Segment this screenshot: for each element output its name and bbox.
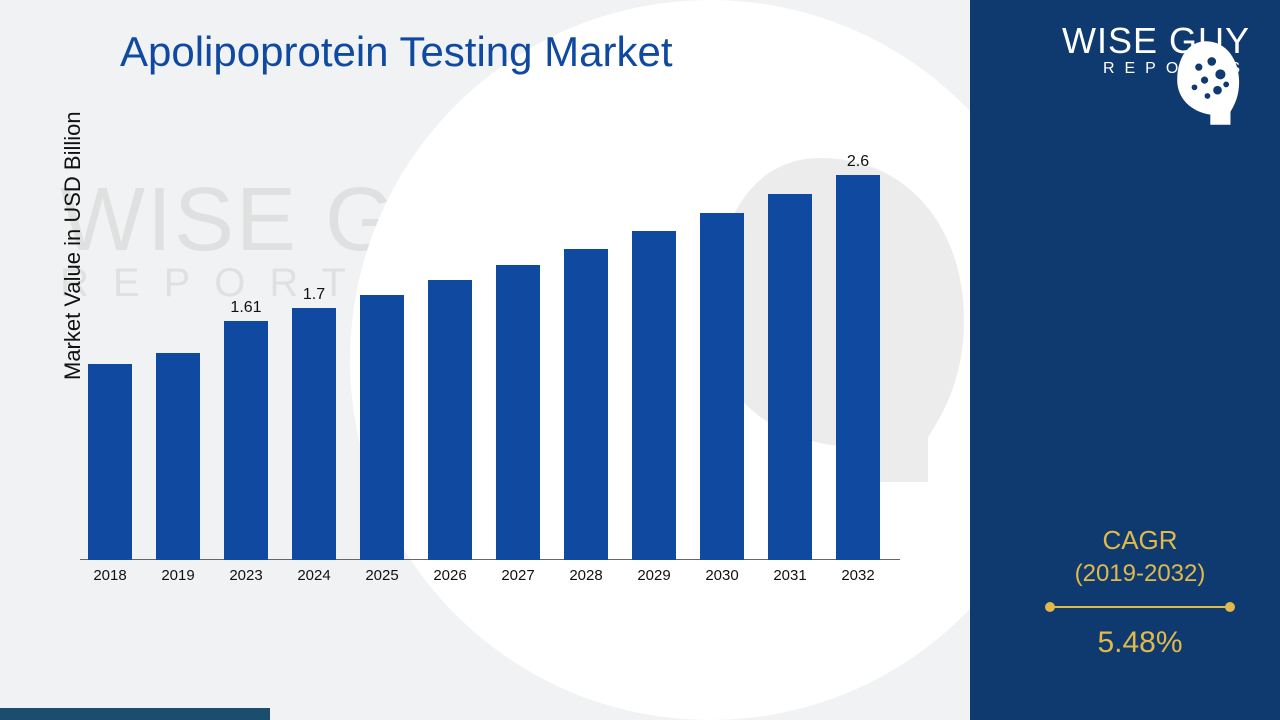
x-tick-label: 2027 [488, 567, 548, 584]
cagr-box: CAGR (2019-2032) 5.48% [1000, 525, 1280, 660]
bar [700, 213, 744, 560]
x-tick-label: 2031 [760, 567, 820, 584]
bar [224, 321, 268, 560]
cagr-label: CAGR [1000, 525, 1280, 556]
x-tick-label: 2028 [556, 567, 616, 584]
x-tick-label: 2026 [420, 567, 480, 584]
bar-chart: 2018201920231.6120241.720252026202720282… [80, 160, 900, 580]
bar [428, 280, 472, 560]
x-tick-label: 2023 [216, 567, 276, 584]
bar [156, 353, 200, 560]
x-tick-label: 2025 [352, 567, 412, 584]
bar [292, 308, 336, 560]
x-tick-label: 2024 [284, 567, 344, 584]
bar [836, 175, 880, 560]
bar [88, 364, 132, 560]
bar [496, 265, 540, 560]
x-tick-label: 2018 [80, 567, 140, 584]
infographic-stage: WISE GUY REPORTS Apolipoprotein Testing … [0, 0, 1280, 720]
bar [360, 295, 404, 560]
x-tick-label: 2032 [828, 567, 888, 584]
bar-value-label: 2.6 [828, 153, 888, 171]
bar [768, 194, 812, 560]
brand-head-icon [1170, 38, 1242, 128]
cagr-value: 5.48% [1000, 626, 1280, 660]
cagr-range: (2019-2032) [1000, 560, 1280, 588]
bar [632, 231, 676, 560]
x-tick-label: 2030 [692, 567, 752, 584]
bar-value-label: 1.7 [284, 286, 344, 304]
bar [564, 249, 608, 560]
bar-value-label: 1.61 [216, 299, 276, 317]
chart-title: Apolipoprotein Testing Market [120, 28, 673, 76]
x-tick-label: 2019 [148, 567, 208, 584]
x-tick-label: 2029 [624, 567, 684, 584]
bottom-strip [0, 708, 270, 720]
brand-logo: WISE GUY REPORTS [1062, 20, 1250, 78]
cagr-divider [1050, 606, 1230, 608]
